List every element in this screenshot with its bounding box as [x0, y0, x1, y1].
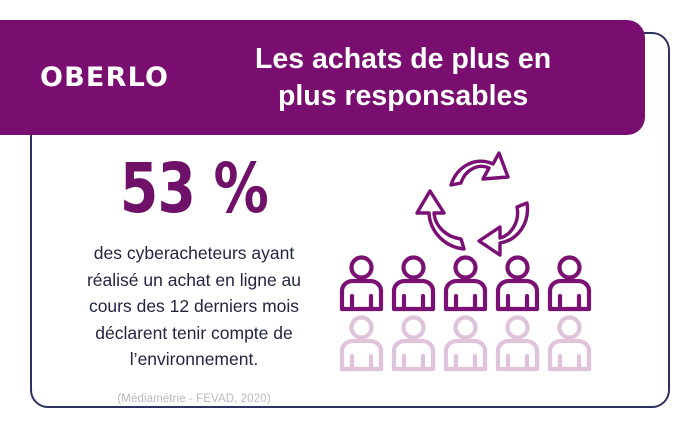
source-citation: (Médiamétrie - FEVAD, 2020): [117, 392, 271, 405]
person-icon-filled: [443, 255, 488, 312]
person-icon-filled: [547, 255, 592, 312]
person-icon-muted: [391, 315, 436, 372]
stat-description: des cyberacheteurs ayant réalisé un acha…: [86, 243, 302, 370]
person-icon-filled: [495, 255, 540, 312]
person-icon-filled: [391, 255, 436, 312]
person-icon-filled: [339, 255, 384, 312]
recycle-icon-svg: [415, 151, 530, 257]
header-banner: OBERLO Les achats de plus en plus respon…: [0, 20, 645, 135]
person-icon-muted: [495, 315, 540, 372]
page-title: Les achats de plus en plus responsables: [254, 43, 552, 112]
person-icon-muted: [443, 315, 488, 372]
people-row-highlighted: [338, 254, 596, 312]
people-pictogram: [338, 254, 596, 372]
stat-column: 53 % des cyberacheteurs ayant réalisé un…: [34, 155, 354, 405]
person-icon-muted: [547, 315, 592, 372]
illustration-column: [338, 150, 608, 385]
recycle-icon: [410, 150, 542, 260]
oberlo-logo: OBERLO: [40, 62, 170, 93]
stat-percentage: 53 %: [119, 149, 269, 229]
person-icon-muted: [339, 315, 384, 372]
people-row-muted: [338, 314, 596, 372]
